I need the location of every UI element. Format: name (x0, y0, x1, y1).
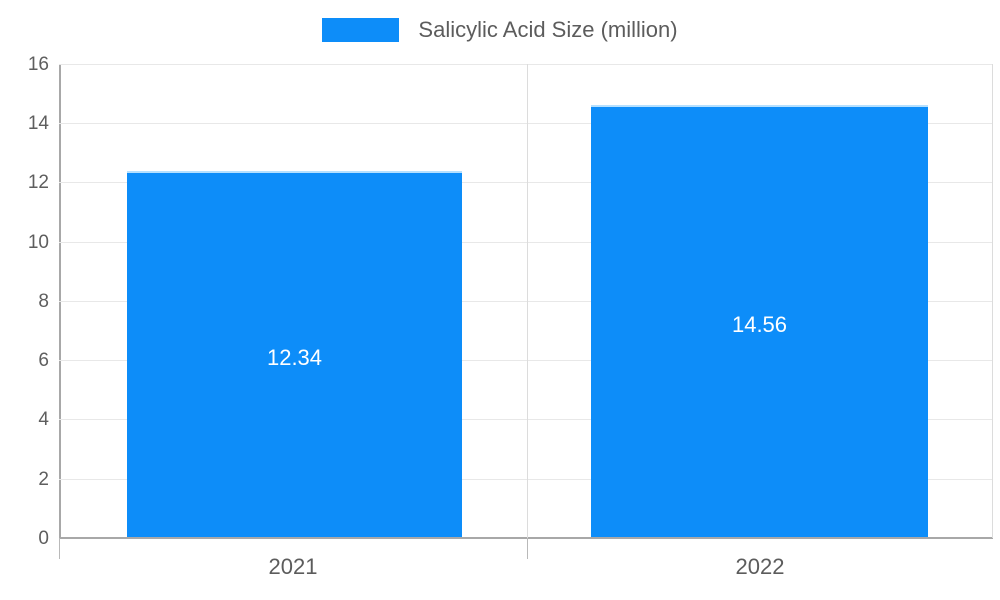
gridline-plot-right-edge (992, 64, 993, 538)
plot-area: 12.34 14.56 (59, 64, 993, 539)
gridline-y-8 (59, 301, 993, 302)
x-tick-label-2021: 2021 (268, 554, 318, 579)
gridline-category-separator (527, 64, 528, 538)
bar-2022[interactable] (591, 105, 928, 537)
gridline-y-4 (59, 419, 993, 420)
gridline-y-6 (59, 360, 993, 361)
y-tick-label-8: 8 (38, 291, 49, 312)
y-tick-label-14: 14 (27, 113, 49, 134)
legend-item-label: Salicylic Acid Size (million) (418, 17, 678, 42)
x-tick-label-2022: 2022 (735, 554, 785, 579)
gridline-y-10 (59, 242, 993, 243)
y-tick-label-16: 16 (27, 54, 49, 75)
y-tick-label-6: 6 (38, 350, 49, 371)
gridline-y-16 (59, 64, 993, 65)
legend-color-swatch-icon (322, 18, 400, 42)
y-tick-label-12: 12 (27, 172, 49, 193)
y-tick-label-10: 10 (27, 232, 49, 253)
x-tick-mark-middle (527, 538, 528, 559)
gridline-y-2 (59, 479, 993, 480)
gridline-y-0-baseline (59, 537, 993, 539)
bar-2021[interactable] (127, 171, 462, 537)
bar-value-label-2022: 14.56 (731, 312, 788, 337)
x-tick-mark-left (59, 538, 60, 559)
y-tick-label-2: 2 (38, 469, 49, 490)
gridline-y-12 (59, 182, 993, 183)
chart-legend: Salicylic Acid Size (million) (0, 0, 1000, 60)
legend-item-salicylic-acid-size[interactable]: Salicylic Acid Size (million) (322, 17, 678, 42)
bar-value-label-2021: 12.34 (266, 345, 323, 370)
gridline-y-14 (59, 123, 993, 124)
y-tick-label-0: 0 (38, 528, 49, 549)
y-tick-label-4: 4 (38, 409, 49, 430)
